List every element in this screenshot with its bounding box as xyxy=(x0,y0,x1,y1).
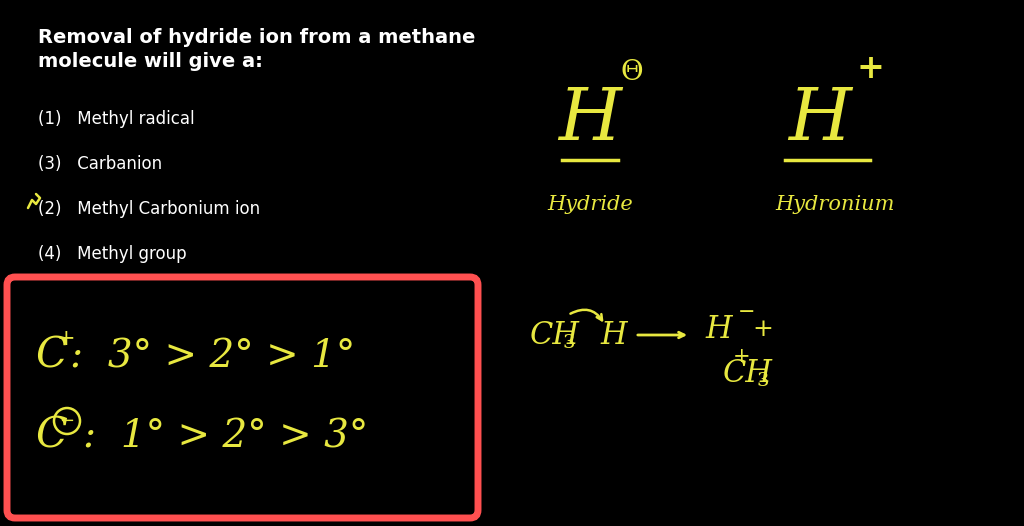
Text: C: C xyxy=(35,414,67,456)
Text: Removal of hydride ion from a methane: Removal of hydride ion from a methane xyxy=(38,28,475,47)
Text: CH: CH xyxy=(530,319,580,350)
Text: :  3° > 2° > 1°: : 3° > 2° > 1° xyxy=(70,339,355,376)
Text: Θ: Θ xyxy=(621,58,643,86)
Text: :  1° > 2° > 3°: : 1° > 2° > 3° xyxy=(83,419,369,456)
Text: 3: 3 xyxy=(756,372,768,390)
Text: H: H xyxy=(558,85,622,155)
Text: +: + xyxy=(733,348,751,367)
Text: CH: CH xyxy=(723,358,773,389)
Text: Hydronium: Hydronium xyxy=(775,195,895,214)
Text: H: H xyxy=(705,315,731,346)
Text: H: H xyxy=(600,319,627,350)
Text: (3)   Carbanion: (3) Carbanion xyxy=(38,155,162,173)
Text: +: + xyxy=(856,52,884,85)
Text: Hydride: Hydride xyxy=(547,195,633,214)
Text: C: C xyxy=(35,334,67,376)
Text: 3: 3 xyxy=(563,334,575,352)
Text: (1)   Methyl radical: (1) Methyl radical xyxy=(38,110,195,128)
Text: H: H xyxy=(788,85,852,155)
Text: (2)   Methyl Carbonium ion: (2) Methyl Carbonium ion xyxy=(38,200,260,218)
Text: −: − xyxy=(738,304,756,322)
Text: +: + xyxy=(752,319,773,341)
Text: +: + xyxy=(57,328,76,350)
Text: molecule will give a:: molecule will give a: xyxy=(38,52,263,71)
Text: −: − xyxy=(59,412,75,430)
Text: (4)   Methyl group: (4) Methyl group xyxy=(38,245,186,263)
